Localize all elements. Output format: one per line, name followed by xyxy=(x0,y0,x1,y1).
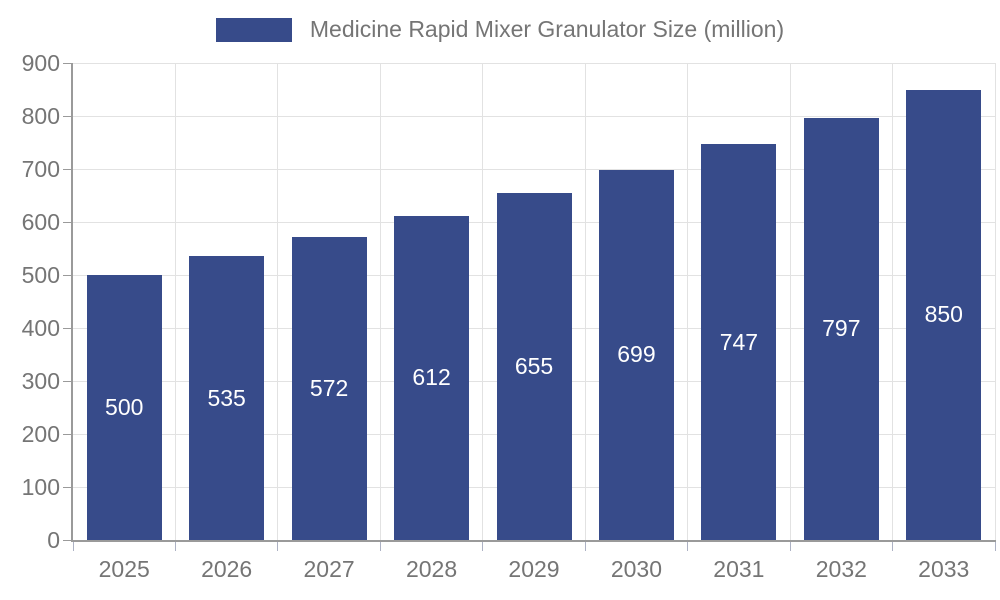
legend[interactable]: Medicine Rapid Mixer Granulator Size (mi… xyxy=(0,16,1000,43)
x-tick-mark xyxy=(482,542,484,551)
x-tick-mark xyxy=(379,542,381,551)
y-tick-label: 100 xyxy=(21,474,60,500)
y-tick-mark xyxy=(63,486,72,488)
plot-area: 500 535 572 612 655 699 747 797 850 xyxy=(73,63,995,540)
y-tick-mark xyxy=(63,115,72,117)
y-tick-mark xyxy=(63,539,72,541)
y-tick-label: 200 xyxy=(21,421,60,447)
y-tick-label: 500 xyxy=(21,262,60,288)
bar-value-label: 500 xyxy=(105,394,144,420)
x-tick-mark xyxy=(277,542,279,551)
x-tick-label: 2033 xyxy=(918,556,970,582)
bar-value-label: 655 xyxy=(514,352,554,379)
gridline-v xyxy=(892,63,894,540)
gridline-h xyxy=(73,168,995,170)
y-tick-mark xyxy=(63,168,72,170)
bar-value-label: 747 xyxy=(719,328,759,355)
x-tick-mark xyxy=(892,542,894,551)
x-tick-mark xyxy=(994,542,996,551)
bar-value-label: 535 xyxy=(207,384,246,411)
y-tick-mark xyxy=(63,62,72,64)
bar: 612 xyxy=(394,215,470,540)
bar: 572 xyxy=(291,236,367,540)
bar-value-label: 699 xyxy=(617,341,656,368)
x-tick-label: 2032 xyxy=(815,556,867,582)
y-tick-label: 300 xyxy=(21,368,60,394)
bar: 655 xyxy=(496,192,572,540)
x-tick-label: 2030 xyxy=(610,556,663,582)
x-tick-mark xyxy=(584,542,586,551)
gridline-v xyxy=(379,63,381,540)
x-tick-mark xyxy=(174,542,176,551)
x-tick-label: 2031 xyxy=(713,556,765,582)
bar-value-label: 850 xyxy=(924,301,963,328)
gridline-v xyxy=(584,63,586,540)
y-tick-mark xyxy=(63,380,72,382)
bar: 747 xyxy=(701,144,777,540)
bar-value-label: 797 xyxy=(822,315,861,342)
y-tick-label: 800 xyxy=(21,103,60,129)
x-tick-mark xyxy=(789,542,791,551)
y-tick-mark xyxy=(63,274,72,276)
gridline-v xyxy=(174,63,176,540)
y-axis-line xyxy=(71,63,73,542)
gridline-v xyxy=(994,63,996,540)
x-tick-label: 2029 xyxy=(508,556,560,582)
bar: 699 xyxy=(598,169,674,540)
x-tick-label: 2026 xyxy=(201,556,253,582)
y-tick-mark xyxy=(63,221,72,223)
x-tick-label: 2025 xyxy=(98,556,150,582)
gridline-v xyxy=(789,63,791,540)
bar: 850 xyxy=(906,89,982,540)
x-tick-label: 2027 xyxy=(303,556,355,582)
bar: 535 xyxy=(189,256,265,540)
gridline-v xyxy=(687,63,689,540)
legend-label: Medicine Rapid Mixer Granulator Size (mi… xyxy=(309,16,785,42)
y-tick-label: 700 xyxy=(21,156,60,182)
x-axis-line xyxy=(71,540,996,542)
legend-swatch xyxy=(215,17,292,42)
y-tick-label: 0 xyxy=(47,527,60,553)
bar-value-label: 572 xyxy=(309,374,349,401)
bar-value-label: 612 xyxy=(412,364,451,391)
bar: 500 xyxy=(86,275,162,540)
y-tick-label: 400 xyxy=(21,315,60,341)
x-tick-mark xyxy=(72,542,74,551)
x-tick-mark xyxy=(687,542,689,551)
y-tick-label: 900 xyxy=(21,50,60,76)
gridline-h xyxy=(73,62,995,64)
gridline-v xyxy=(277,63,279,540)
gridline-v xyxy=(482,63,484,540)
bar: 797 xyxy=(803,117,879,540)
y-tick-mark xyxy=(63,327,72,329)
gridline-h xyxy=(73,115,995,117)
y-tick-label: 600 xyxy=(21,209,60,235)
y-tick-mark xyxy=(63,433,72,435)
x-tick-label: 2028 xyxy=(405,556,458,582)
